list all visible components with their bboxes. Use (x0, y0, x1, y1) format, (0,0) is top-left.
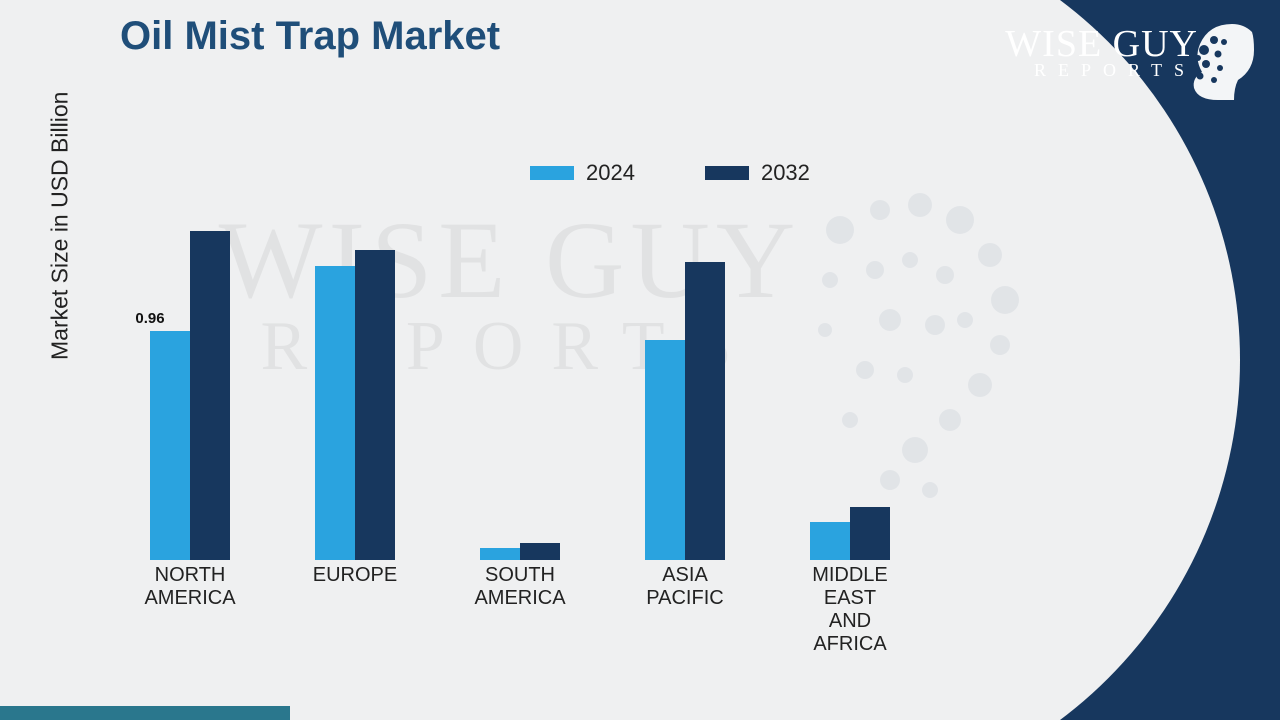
legend: 2024 2032 (530, 160, 810, 186)
bar-2024 (480, 548, 520, 560)
accent-strip (0, 706, 290, 720)
legend-swatch-2032 (705, 166, 749, 180)
bar-value-label: 0.96 (110, 310, 190, 327)
bar-2024 (150, 331, 190, 560)
legend-label-2024: 2024 (586, 160, 635, 186)
chart-title: Oil Mist Trap Market (120, 14, 500, 59)
bar-chart: 0.96NORTHAMERICAEUROPESOUTHAMERICAASIAPA… (120, 190, 950, 560)
bar-2032 (355, 250, 395, 560)
y-axis-label: Market Size in USD Billion (47, 92, 74, 360)
x-category-label: MIDDLEEASTANDAFRICA (775, 564, 925, 656)
bar-2032 (190, 231, 230, 560)
bar-2032 (850, 507, 890, 560)
legend-label-2032: 2032 (761, 160, 810, 186)
bar-group (790, 507, 910, 560)
brand-line2: REPORTS (1005, 60, 1198, 81)
bar-group: 0.96 (130, 231, 250, 560)
bar-2024 (645, 340, 685, 560)
bar-group (625, 262, 745, 560)
legend-item-2032: 2032 (705, 160, 810, 186)
legend-swatch-2024 (530, 166, 574, 180)
bar-2024 (315, 266, 355, 560)
x-category-label: NORTHAMERICA (115, 564, 265, 610)
brand-logo: WISE GUY REPORTS (1005, 22, 1250, 81)
legend-item-2024: 2024 (530, 160, 635, 186)
x-category-label: ASIAPACIFIC (610, 564, 760, 610)
x-category-label: EUROPE (280, 564, 430, 587)
x-category-label: SOUTHAMERICA (445, 564, 595, 610)
bar-2024 (810, 522, 850, 560)
bar-2032 (685, 262, 725, 560)
bar-group (460, 543, 580, 560)
infographic-canvas: WISE GUY REPORTS Oil Mist Trap Market (0, 0, 1280, 720)
bar-2032 (520, 543, 560, 560)
bar-group (295, 250, 415, 560)
